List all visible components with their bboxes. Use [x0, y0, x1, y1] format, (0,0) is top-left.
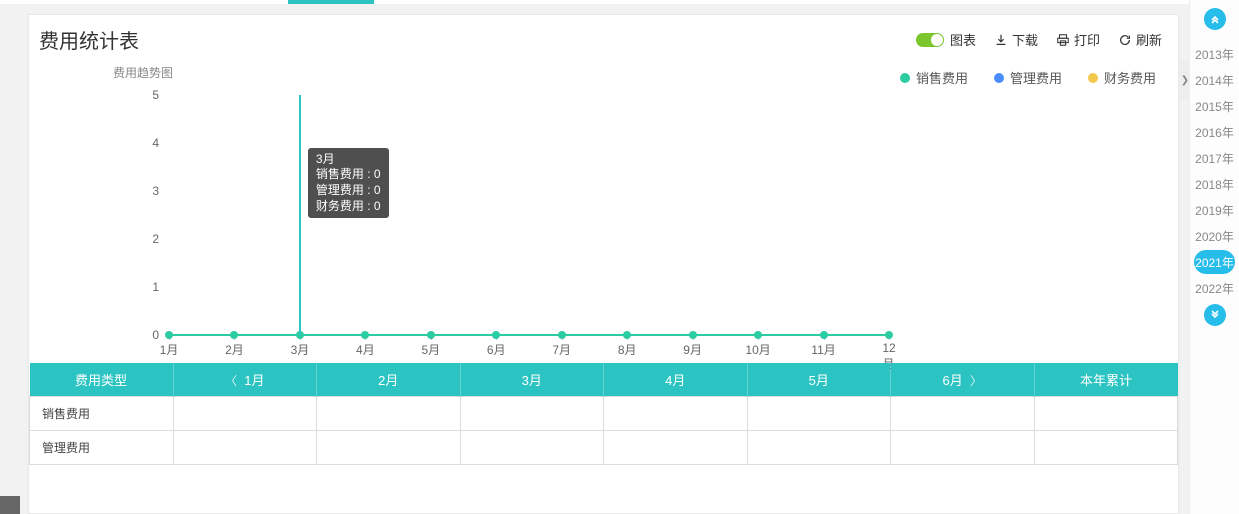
table-cell — [891, 397, 1035, 431]
refresh-button[interactable]: 刷新 — [1118, 30, 1162, 49]
x-tick-label: 3月 — [291, 341, 310, 358]
table-cell — [1034, 431, 1178, 465]
legend-item[interactable]: 财务费用 — [1088, 68, 1156, 87]
table-header-cell: 〈 1月 — [173, 363, 317, 397]
x-tick-label: 7月 — [552, 341, 571, 358]
table-cell — [317, 431, 461, 465]
year-option[interactable]: 2015年 — [1194, 94, 1235, 118]
table-cell — [460, 397, 604, 431]
legend-dot-icon — [1088, 73, 1098, 83]
x-tick-label: 2月 — [225, 341, 244, 358]
prev-months-icon[interactable]: 〈 — [225, 374, 237, 388]
refresh-label: 刷新 — [1136, 30, 1162, 49]
chart-area: 费用趋势图 销售费用管理费用财务费用 0123451月2月3月4月5月6月7月8… — [29, 60, 1178, 345]
year-option[interactable]: 2021年 — [1194, 250, 1235, 274]
year-option[interactable]: 2019年 — [1194, 198, 1235, 222]
table-header-cell: 5月 — [747, 363, 891, 397]
chart-toggle-label: 图表 — [950, 30, 976, 49]
page-title: 费用统计表 — [39, 25, 139, 54]
y-tick-label: 2 — [152, 232, 159, 246]
year-option[interactable]: 2014年 — [1194, 68, 1235, 92]
x-tick-label: 5月 — [421, 341, 440, 358]
table-header-cell: 费用类型 — [30, 363, 174, 397]
table-cell — [317, 397, 461, 431]
legend-item[interactable]: 销售费用 — [900, 68, 968, 87]
tab-strip — [0, 0, 1189, 4]
x-tick-label: 8月 — [618, 341, 637, 358]
next-months-icon[interactable]: 〉 — [970, 374, 982, 388]
card-header: 费用统计表 图表 下载 — [29, 15, 1178, 60]
table-cell — [1034, 397, 1178, 431]
refresh-icon — [1118, 33, 1132, 47]
x-tick-label: 6月 — [487, 341, 506, 358]
legend-label: 管理费用 — [1010, 68, 1062, 87]
legend-dot-icon — [900, 73, 910, 83]
print-icon — [1056, 33, 1070, 47]
ghost-element — [0, 496, 20, 514]
download-button[interactable]: 下载 — [994, 30, 1038, 49]
download-label: 下载 — [1012, 30, 1038, 49]
chart-legend: 销售费用 管理费用 财务费用 — [874, 68, 1156, 87]
table-header-cell: 2月 — [317, 363, 461, 397]
table-cell — [747, 397, 891, 431]
table-header-cell: 本年累计 — [1034, 363, 1178, 397]
expense-table: 费用类型〈 1月2月3月4月5月6月 〉本年累计 销售费用管理费用 — [29, 363, 1178, 465]
y-tick-label: 5 — [152, 88, 159, 102]
legend-label: 财务费用 — [1104, 68, 1156, 87]
table-cell — [604, 431, 748, 465]
y-tick-label: 3 — [152, 184, 159, 198]
print-label: 打印 — [1074, 30, 1100, 49]
year-option[interactable]: 2013年 — [1194, 42, 1235, 66]
toggle-switch-icon — [916, 33, 944, 47]
table-cell — [173, 397, 317, 431]
table-header-cell: 4月 — [604, 363, 748, 397]
y-tick-label: 1 — [152, 280, 159, 294]
year-rail: ❯ 2013年2014年2015年2016年2017年2018年2019年202… — [1189, 0, 1239, 514]
x-tick-label: 11月 — [811, 341, 835, 358]
legend-dot-icon — [994, 73, 1004, 83]
year-option[interactable]: 2022年 — [1194, 276, 1235, 300]
line-chart-canvas[interactable]: 0123451月2月3月4月5月6月7月8月9月10月11月12月3月销售费用 … — [169, 95, 889, 335]
year-option[interactable]: 2020年 — [1194, 224, 1235, 248]
chart-tooltip: 3月销售费用 : 0管理费用 : 0财务费用 : 0 — [308, 148, 389, 218]
scroll-down-icon[interactable] — [1204, 304, 1226, 326]
x-tick-label: 4月 — [356, 341, 375, 358]
x-tick-label: 1月 — [160, 341, 179, 358]
y-tick-label: 0 — [152, 328, 159, 342]
print-button[interactable]: 打印 — [1056, 30, 1100, 49]
table-cell — [747, 431, 891, 465]
table-row: 销售费用 — [30, 397, 1178, 431]
legend-label: 销售费用 — [916, 68, 968, 87]
table-cell — [604, 397, 748, 431]
row-label: 销售费用 — [30, 397, 174, 431]
table-cell — [173, 431, 317, 465]
year-option[interactable]: 2016年 — [1194, 120, 1235, 144]
legend-item[interactable]: 管理费用 — [994, 68, 1062, 87]
table-cell — [460, 431, 604, 465]
x-tick-label: 10月 — [745, 341, 770, 358]
row-label: 管理费用 — [30, 431, 174, 465]
expense-card: 费用统计表 图表 下载 — [28, 14, 1179, 514]
active-tab-indicator — [288, 0, 374, 4]
download-icon — [994, 33, 1008, 47]
y-tick-label: 4 — [152, 136, 159, 150]
table-cell — [891, 431, 1035, 465]
year-option[interactable]: 2017年 — [1194, 146, 1235, 170]
table-header-cell: 6月 〉 — [891, 363, 1035, 397]
chart-toggle[interactable]: 图表 — [916, 30, 976, 49]
year-option[interactable]: 2018年 — [1194, 172, 1235, 196]
scroll-up-icon[interactable] — [1204, 8, 1226, 30]
chart-hover-line — [299, 95, 301, 335]
table-row: 管理费用 — [30, 431, 1178, 465]
x-tick-label: 9月 — [683, 341, 702, 358]
table-header-cell: 3月 — [460, 363, 604, 397]
collapse-rail-icon[interactable]: ❯ — [1180, 60, 1190, 100]
